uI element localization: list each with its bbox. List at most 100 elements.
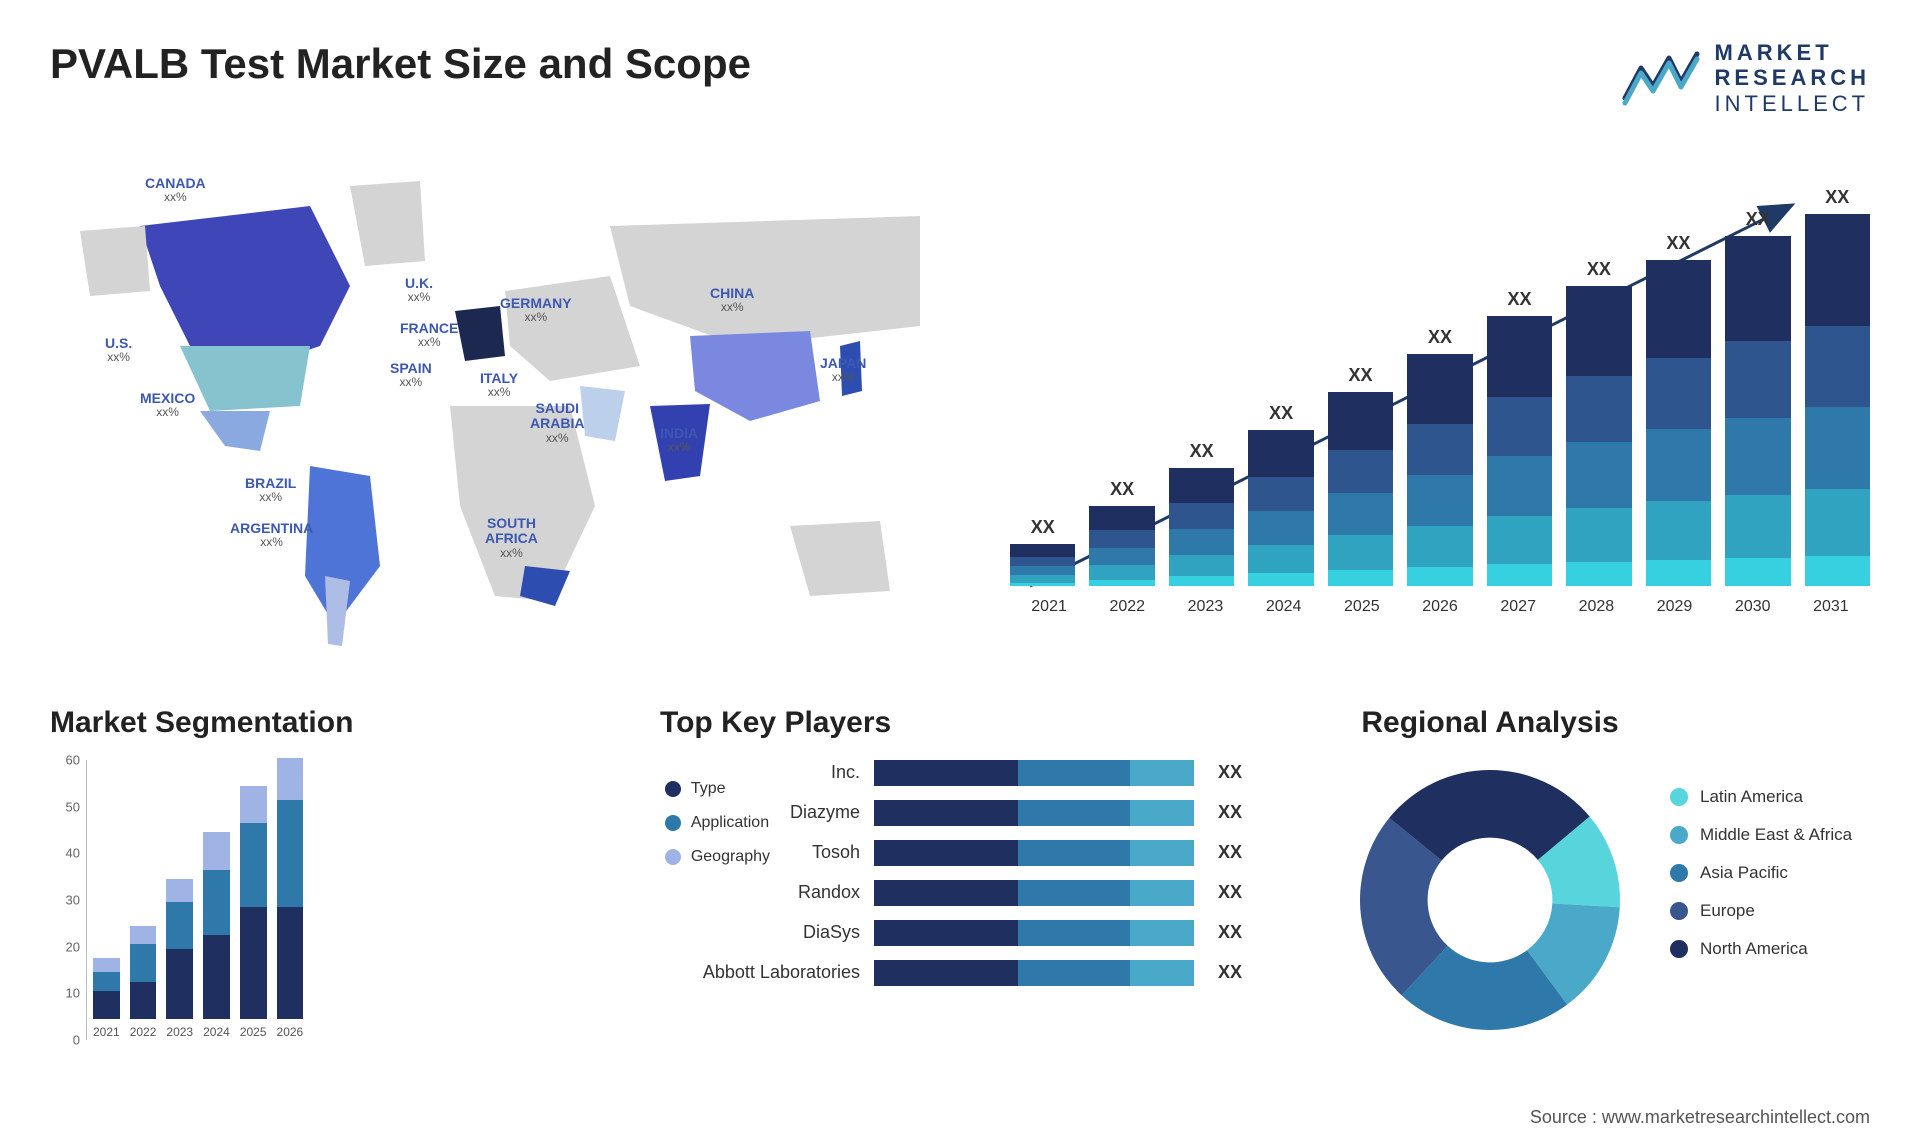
player-row: RandoxXX (660, 880, 1300, 906)
seg-ytick: 0 (73, 1032, 80, 1047)
seg-year-label: 2023 (166, 1025, 193, 1039)
growth-bar (1725, 236, 1790, 586)
player-value: XX (1218, 962, 1242, 983)
growth-bar (1566, 286, 1631, 586)
growth-bar-value: XX (1825, 187, 1849, 208)
seg-ytick: 30 (66, 892, 80, 907)
seg-year-label: 2025 (240, 1025, 267, 1039)
growth-bar-value: XX (1349, 365, 1373, 386)
seg-ytick: 20 (66, 939, 80, 954)
regional-legend-item: Europe (1670, 901, 1852, 921)
growth-bar-value: XX (1746, 209, 1770, 230)
regional-legend-item: Latin America (1670, 787, 1852, 807)
map-label: GERMANYxx% (500, 296, 572, 325)
player-name: DiaSys (660, 922, 860, 943)
regional-legend-item: North America (1670, 939, 1852, 959)
player-value: XX (1218, 842, 1242, 863)
map-label: SAUDIARABIAxx% (530, 401, 584, 445)
map-label: JAPANxx% (820, 356, 866, 385)
regional-legend-item: Middle East & Africa (1670, 825, 1852, 845)
map-label: SOUTHAFRICAxx% (485, 516, 538, 560)
regional-legend: Latin America Middle East & Africa Asia Pa… (1670, 787, 1852, 959)
segmentation-title: Market Segmentation (50, 706, 610, 740)
growth-bar-value: XX (1031, 517, 1055, 538)
regional-legend-item: Asia Pacific (1670, 863, 1852, 883)
logo-line1: MARKET (1715, 40, 1870, 65)
growth-bar (1805, 214, 1870, 586)
seg-bar (93, 958, 120, 1019)
seg-ytick: 40 (66, 846, 80, 861)
brand-logo: MARKET RESEARCH INTELLECT (1621, 40, 1870, 116)
regional-donut-chart (1350, 760, 1630, 1040)
growth-year-label: 2021 (1031, 598, 1067, 616)
seg-ytick: 50 (66, 799, 80, 814)
growth-year-label: 2029 (1657, 598, 1693, 616)
player-bar (874, 920, 1194, 946)
growth-year-label: 2024 (1266, 598, 1302, 616)
growth-bar (1487, 316, 1552, 586)
player-row: Abbott Laboratories XX (660, 960, 1300, 986)
logo-text: MARKET RESEARCH INTELLECT (1715, 40, 1870, 116)
player-value: XX (1218, 802, 1242, 823)
growth-bar-value: XX (1190, 441, 1214, 462)
growth-year-label: 2028 (1579, 598, 1615, 616)
growth-bar (1646, 260, 1711, 586)
seg-legend-item: Application (665, 814, 770, 832)
map-label: U.K.xx% (405, 276, 433, 305)
growth-bar-value: XX (1269, 403, 1293, 424)
seg-legend-item: Type (665, 780, 770, 798)
player-bar (874, 840, 1194, 866)
map-label: INDIAxx% (660, 426, 698, 455)
player-value: XX (1218, 762, 1242, 783)
seg-year-label: 2026 (277, 1025, 304, 1039)
growth-year-label: 2030 (1735, 598, 1771, 616)
seg-year-label: 2024 (203, 1025, 230, 1039)
seg-legend-item: Geography (665, 848, 770, 866)
page-title: PVALB Test Market Size and Scope (50, 40, 751, 88)
player-bar (874, 960, 1194, 986)
growth-year-label: 2023 (1188, 598, 1224, 616)
map-label: BRAZILxx% (245, 476, 296, 505)
map-label: U.S.xx% (105, 336, 132, 365)
growth-bar (1169, 468, 1234, 586)
world-map: CANADAxx% U.S.xx% MEXICOxx% BRAZILxx% ARGENT… (50, 146, 950, 666)
growth-bar-value: XX (1428, 327, 1452, 348)
growth-year-label: 2022 (1109, 598, 1145, 616)
growth-bar-value: XX (1110, 479, 1134, 500)
growth-chart: XX XX XX XX XX XX XX XX XX XX XX 2021 2022 2023 2024 2… (1010, 146, 1870, 626)
growth-bar (1248, 430, 1313, 586)
regional-title: Regional Analysis (1350, 706, 1630, 740)
seg-bar (203, 832, 230, 1019)
segmentation-legend: Type Application Geography (665, 780, 770, 882)
logo-line2: RESEARCH (1715, 65, 1870, 90)
players-title: Top Key Players (660, 706, 1300, 740)
map-label: ITALYxx% (480, 371, 518, 400)
player-value: XX (1218, 922, 1242, 943)
seg-bar (166, 879, 193, 1019)
source-text: Source : www.marketresearchintellect.com (1530, 1107, 1870, 1128)
seg-bar (277, 758, 304, 1019)
map-label: FRANCExx% (400, 321, 458, 350)
logo-line3: INTELLECT (1715, 91, 1870, 116)
seg-bar (130, 926, 157, 1019)
player-row: DiaSys XX (660, 920, 1300, 946)
seg-ytick: 10 (66, 986, 80, 1001)
growth-bar-value: XX (1587, 259, 1611, 280)
growth-year-label: 2031 (1813, 598, 1849, 616)
growth-bar (1328, 392, 1393, 586)
growth-year-label: 2027 (1500, 598, 1536, 616)
map-label: CANADAxx% (145, 176, 206, 205)
map-label: SPAINxx% (390, 361, 432, 390)
player-bar (874, 760, 1194, 786)
growth-bar (1089, 506, 1154, 586)
seg-ytick: 60 (66, 752, 80, 767)
seg-bar (240, 786, 267, 1019)
player-name: Abbott Laboratories (660, 962, 860, 983)
growth-year-label: 2026 (1422, 598, 1458, 616)
growth-bar (1407, 354, 1472, 586)
player-name: Randox (660, 882, 860, 903)
map-label: ARGENTINAxx% (230, 521, 313, 550)
map-label: MEXICOxx% (140, 391, 195, 420)
growth-bar-value: XX (1666, 233, 1690, 254)
growth-bar-value: XX (1507, 289, 1531, 310)
